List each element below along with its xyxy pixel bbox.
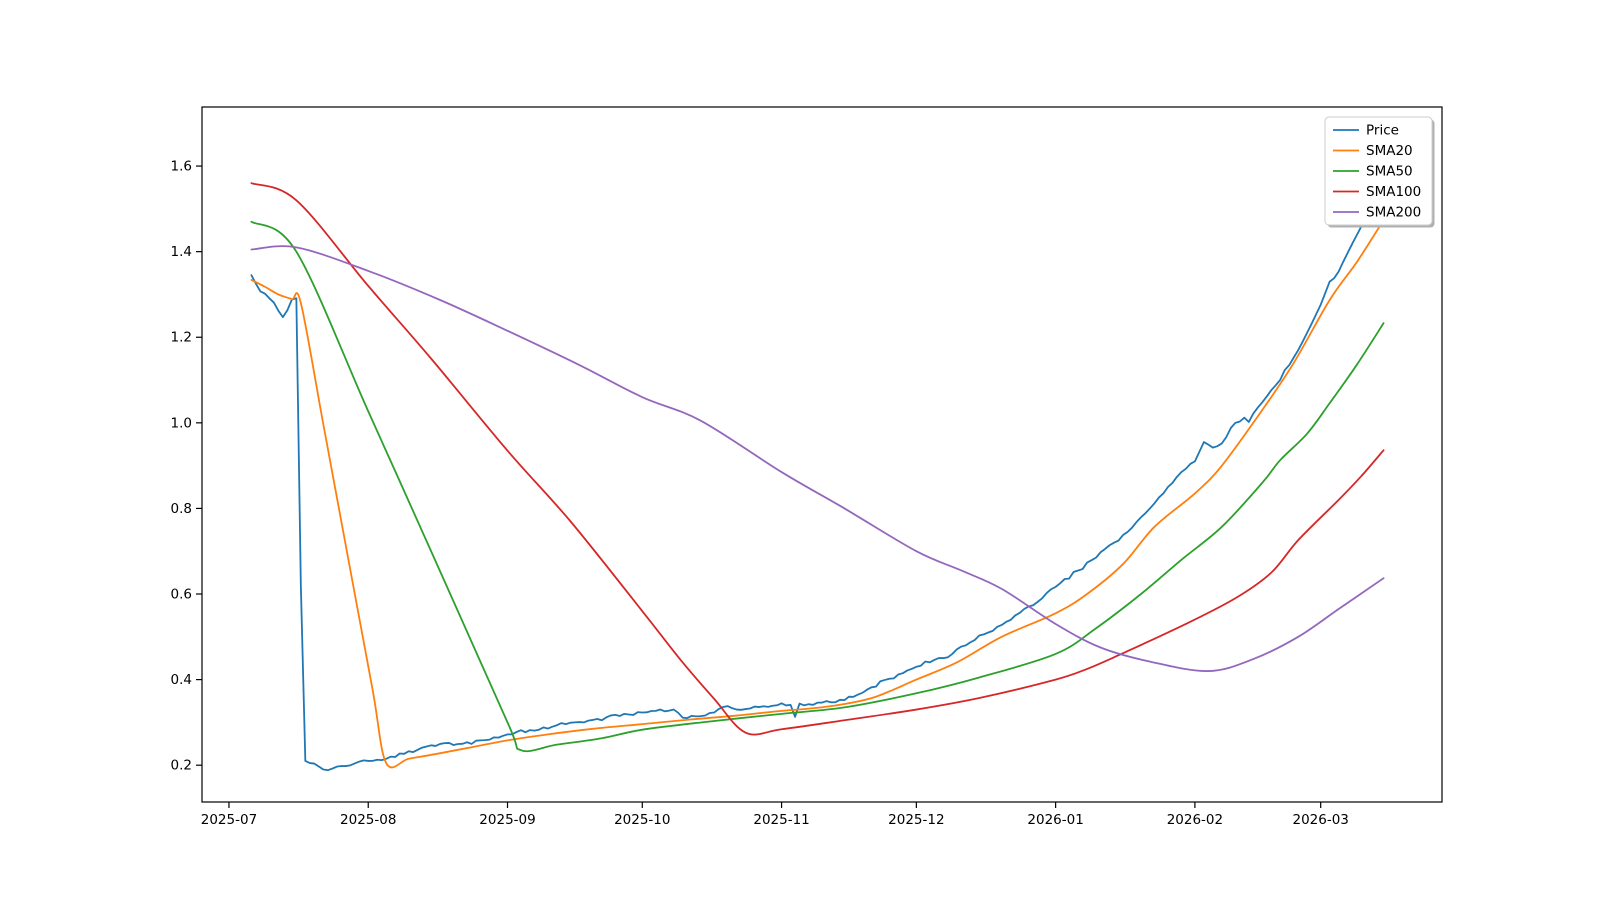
x-tick-label: 2025-10: [614, 812, 670, 828]
legend-item-sma200: SMA200: [1333, 205, 1421, 221]
x-tick-label: 2026-01: [1027, 812, 1083, 828]
x-tick-label: 2025-12: [888, 812, 944, 828]
x-tick-label: 2025-08: [340, 812, 396, 828]
y-tick-label: 1.4: [171, 244, 192, 260]
legend-box: [1324, 116, 1433, 226]
x-tick-label: 2025-11: [753, 812, 809, 828]
y-tick-label: 0.6: [171, 587, 192, 603]
series-line-sma50: [250, 220, 1385, 753]
legend-label-price: Price: [1366, 123, 1399, 139]
y-tick-label: 1.2: [171, 330, 192, 346]
series-line-price: [250, 195, 1380, 772]
legend-item-sma20: SMA20: [1333, 143, 1413, 159]
x-tick-label: 2026-03: [1292, 812, 1348, 828]
y-tick-label: 0.8: [171, 501, 192, 517]
legend-item-sma100: SMA100: [1333, 184, 1421, 200]
x-tick-label: 2025-07: [201, 812, 257, 828]
series-line-sma200: [250, 245, 1385, 672]
legend-label-sma200: SMA200: [1366, 205, 1421, 221]
y-tick-label: 1.0: [171, 415, 192, 431]
legend: Price SMA20 SMA50 SMA100 SMA200: [1324, 116, 1435, 228]
x-tick-label: 2026-02: [1167, 812, 1223, 828]
legend-label-sma20: SMA20: [1366, 143, 1413, 159]
y-tick-label: 0.2: [171, 758, 192, 774]
y-tick-label: 1.6: [171, 159, 192, 175]
x-tick-label: 2025-09: [479, 812, 535, 828]
y-tick-label: 0.4: [171, 672, 192, 688]
legend-label-sma50: SMA50: [1366, 164, 1413, 180]
plot-border: [201, 106, 1443, 803]
series-line-sma20: [250, 226, 1380, 769]
series-line-sma100: [250, 182, 1385, 736]
legend-item-price: Price: [1333, 123, 1399, 139]
legend-label-sma100: SMA100: [1366, 184, 1421, 200]
legend-item-sma50: SMA50: [1333, 164, 1413, 180]
